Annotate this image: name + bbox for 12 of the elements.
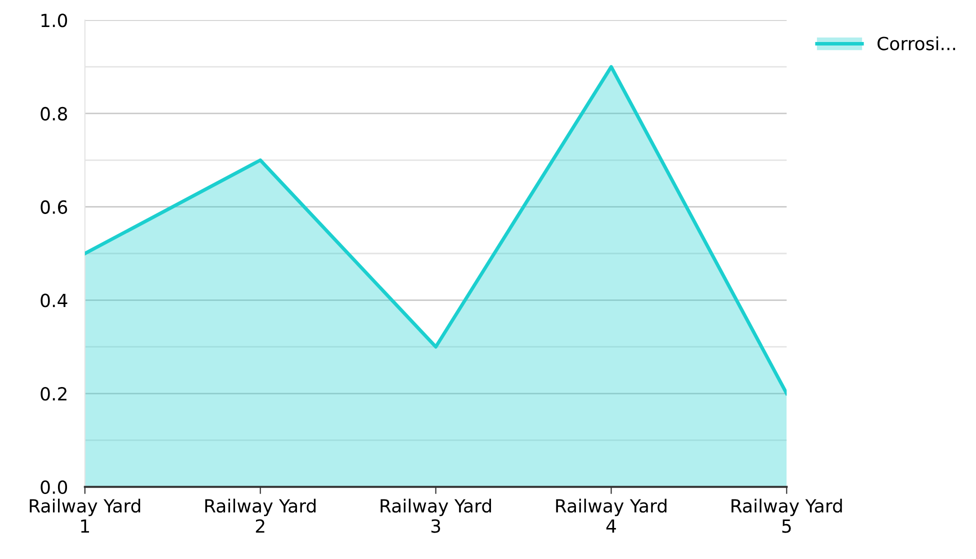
y-tick-label: 0.8 bbox=[40, 106, 68, 121]
y-tick-label: 0.0 bbox=[40, 480, 68, 494]
y-tick-label: 0.6 bbox=[40, 200, 68, 214]
y-tick-label: 1.0 bbox=[42, 14, 68, 28]
x-tick-label: Railway Yard 4 bbox=[556, 498, 666, 533]
x-tick-label: Railway Yard 1 bbox=[30, 498, 140, 533]
x-tick-label: Railway Yard 2 bbox=[205, 498, 316, 533]
x-tick-label: Railway Yard 3 bbox=[380, 498, 491, 533]
y-tick-label: 0.4 bbox=[40, 294, 68, 308]
legend-label: Corrosi... bbox=[878, 36, 956, 50]
y-tick-label: 0.2 bbox=[40, 386, 66, 401]
x-tick-label: Railway Yard 5 bbox=[732, 498, 842, 533]
